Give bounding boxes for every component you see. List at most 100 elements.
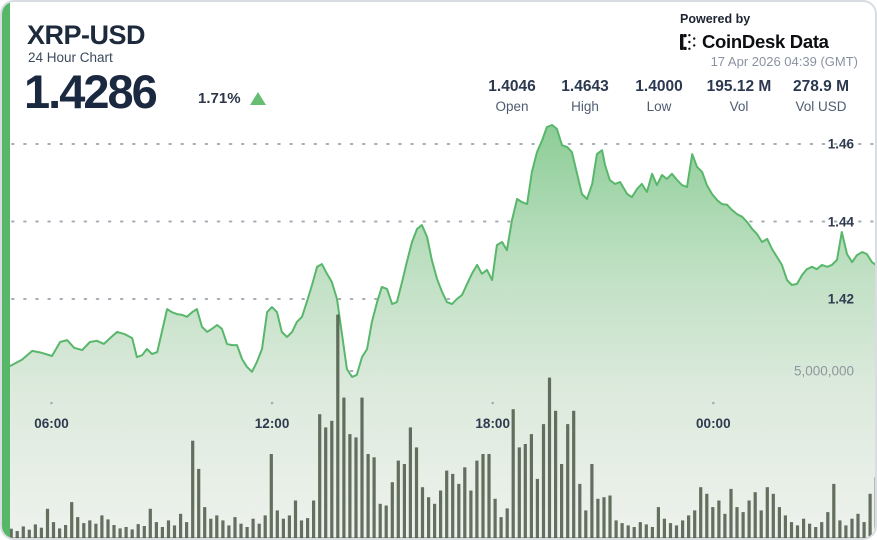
volume-bar: [747, 500, 751, 538]
volume-bar: [439, 490, 443, 538]
change-percent: 1.71%: [198, 90, 241, 107]
volume-bar: [160, 527, 164, 538]
volume-bar: [191, 440, 195, 538]
volume-bar: [674, 525, 679, 538]
volume-bar: [39, 527, 43, 538]
volume-bar: [469, 490, 473, 538]
brand-name: CoinDesk Data: [702, 31, 829, 52]
volume-bar: [499, 517, 503, 538]
arrow-up-icon: [249, 92, 266, 105]
volume-bar: [632, 527, 636, 538]
volume-bar: [100, 515, 104, 538]
volume-bar: [765, 487, 769, 538]
volume-bar: [614, 520, 618, 538]
volume-bar: [620, 523, 624, 538]
time-axis-label: 00:00: [696, 416, 731, 431]
volume-bar: [172, 525, 177, 538]
volume-bar: [281, 518, 285, 538]
price-change: 1.71%: [198, 90, 266, 107]
stat-volume-usd: 278.9 M Vol USD: [781, 78, 861, 114]
volume-bar: [578, 483, 582, 538]
volume-bar: [45, 508, 50, 538]
volume-bar: [626, 525, 630, 538]
stat-low: 1.4000 Low: [621, 78, 697, 114]
coindesk-data-link[interactable]: CoinDesk Data: [680, 31, 858, 53]
volume-bar: [76, 517, 80, 538]
volume-bar: [166, 520, 171, 538]
volume-bar: [638, 522, 642, 538]
volume-bar: [862, 522, 866, 538]
volume-bar: [535, 478, 539, 538]
volume-bar: [850, 518, 854, 538]
volume-bar: [487, 454, 491, 538]
volume-bar: [668, 523, 673, 538]
volume-bar: [644, 524, 648, 538]
volume-bar: [838, 520, 842, 538]
volume-bar: [299, 520, 304, 538]
volume-bar: [759, 510, 763, 538]
volume-bar: [179, 513, 183, 538]
volume-bar: [233, 517, 237, 538]
volume-bar: [783, 515, 787, 538]
volume-bar: [427, 497, 431, 538]
volume-bar: [523, 444, 527, 538]
volume-bar: [142, 526, 146, 538]
current-price: 1.4286: [24, 65, 158, 118]
volume-bar: [517, 447, 521, 538]
volume-bar: [729, 488, 733, 538]
volume-bar: [70, 502, 74, 538]
volume-bar: [420, 487, 425, 538]
volume-bar: [717, 500, 721, 538]
powered-by-label: Powered by: [680, 12, 751, 26]
volume-bar: [693, 510, 697, 538]
ohlc-stats-row: 1.4046 Open 1.4643 High 1.4000 Low 195.1…: [475, 78, 861, 114]
volume-bar: [154, 522, 158, 538]
volume-bar: [58, 528, 62, 538]
volume-bar: [27, 529, 31, 538]
volume-bar: [451, 473, 455, 538]
volume-bar: [584, 510, 588, 538]
stat-high-value: 1.4643: [561, 78, 609, 95]
volume-bar: [342, 397, 346, 538]
volume-bar: [656, 507, 660, 538]
volume-axis-label: 5,000,000: [793, 363, 854, 379]
volume-bar: [608, 495, 612, 538]
stat-high: 1.4643 High: [549, 78, 621, 114]
volume-bar: [868, 493, 872, 538]
stat-low-value: 1.4000: [635, 78, 683, 95]
time-axis-tick-dot: [712, 401, 715, 405]
volume-bar: [681, 520, 685, 538]
volume-bar: [64, 525, 68, 538]
volume-bar: [257, 523, 261, 538]
volume-bar: [221, 520, 225, 538]
stat-open-label: Open: [495, 99, 529, 114]
time-axis-tick-dot: [270, 401, 274, 405]
volume-bar: [711, 507, 715, 538]
left-accent-bar: [2, 2, 10, 538]
volume-bar: [475, 460, 479, 538]
time-axis-label: 06:00: [34, 416, 69, 431]
volume-bar: [541, 424, 546, 538]
volume-bar: [511, 409, 515, 538]
volume-bar: [312, 500, 316, 538]
time-axis-label: 12:00: [254, 416, 290, 431]
stat-volume-value: 195.12 M: [706, 78, 772, 95]
volume-bar: [306, 518, 310, 538]
volume-bar: [390, 482, 394, 538]
volume-bar: [650, 527, 654, 538]
volume-bar: [336, 314, 340, 538]
volume-bar: [705, 493, 709, 538]
price-axis-label: 1.42: [827, 291, 854, 307]
volume-bar: [366, 454, 370, 538]
volume-bar: [88, 520, 92, 538]
volume-bar: [185, 522, 189, 538]
stat-volume-usd-value: 278.9 M: [792, 78, 849, 95]
volume-bar: [372, 457, 376, 538]
volume-bar: [378, 503, 382, 538]
volume-bar: [741, 512, 745, 538]
volume-bar: [239, 523, 243, 538]
coindesk-logo-icon: [680, 34, 696, 50]
